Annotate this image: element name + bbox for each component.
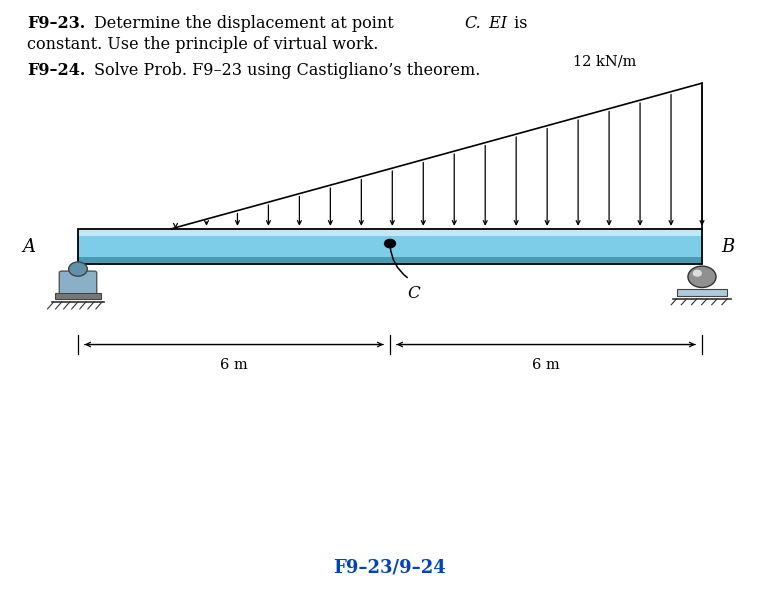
Text: B: B [722,238,735,255]
Text: A: A [22,238,35,255]
Text: 12 kN/m: 12 kN/m [573,54,636,68]
Circle shape [385,239,395,248]
Text: F9–24.: F9–24. [27,62,86,80]
Bar [78,229,702,264]
Text: F9–23.: F9–23. [27,15,86,32]
FancyBboxPatch shape [59,271,97,295]
Text: C.: C. [464,15,480,32]
Bar [55,293,101,299]
Text: constant. Use the principle of virtual work.: constant. Use the principle of virtual w… [27,36,378,53]
Bar [677,289,728,296]
Text: C: C [407,285,420,302]
Circle shape [693,270,702,277]
Bar [78,229,702,236]
Text: is: is [509,15,527,32]
Bar [78,257,702,264]
Text: Determine the displacement at point: Determine the displacement at point [94,15,399,32]
Text: 6 m: 6 m [220,358,248,372]
Bar [78,236,702,257]
Circle shape [688,266,716,287]
Text: 6 m: 6 m [532,358,560,372]
Circle shape [69,262,87,276]
Text: Solve Prob. F9–23 using Castigliano’s theorem.: Solve Prob. F9–23 using Castigliano’s th… [94,62,480,80]
Text: F9–23/9–24: F9–23/9–24 [334,558,446,576]
Text: EI: EI [484,15,507,32]
